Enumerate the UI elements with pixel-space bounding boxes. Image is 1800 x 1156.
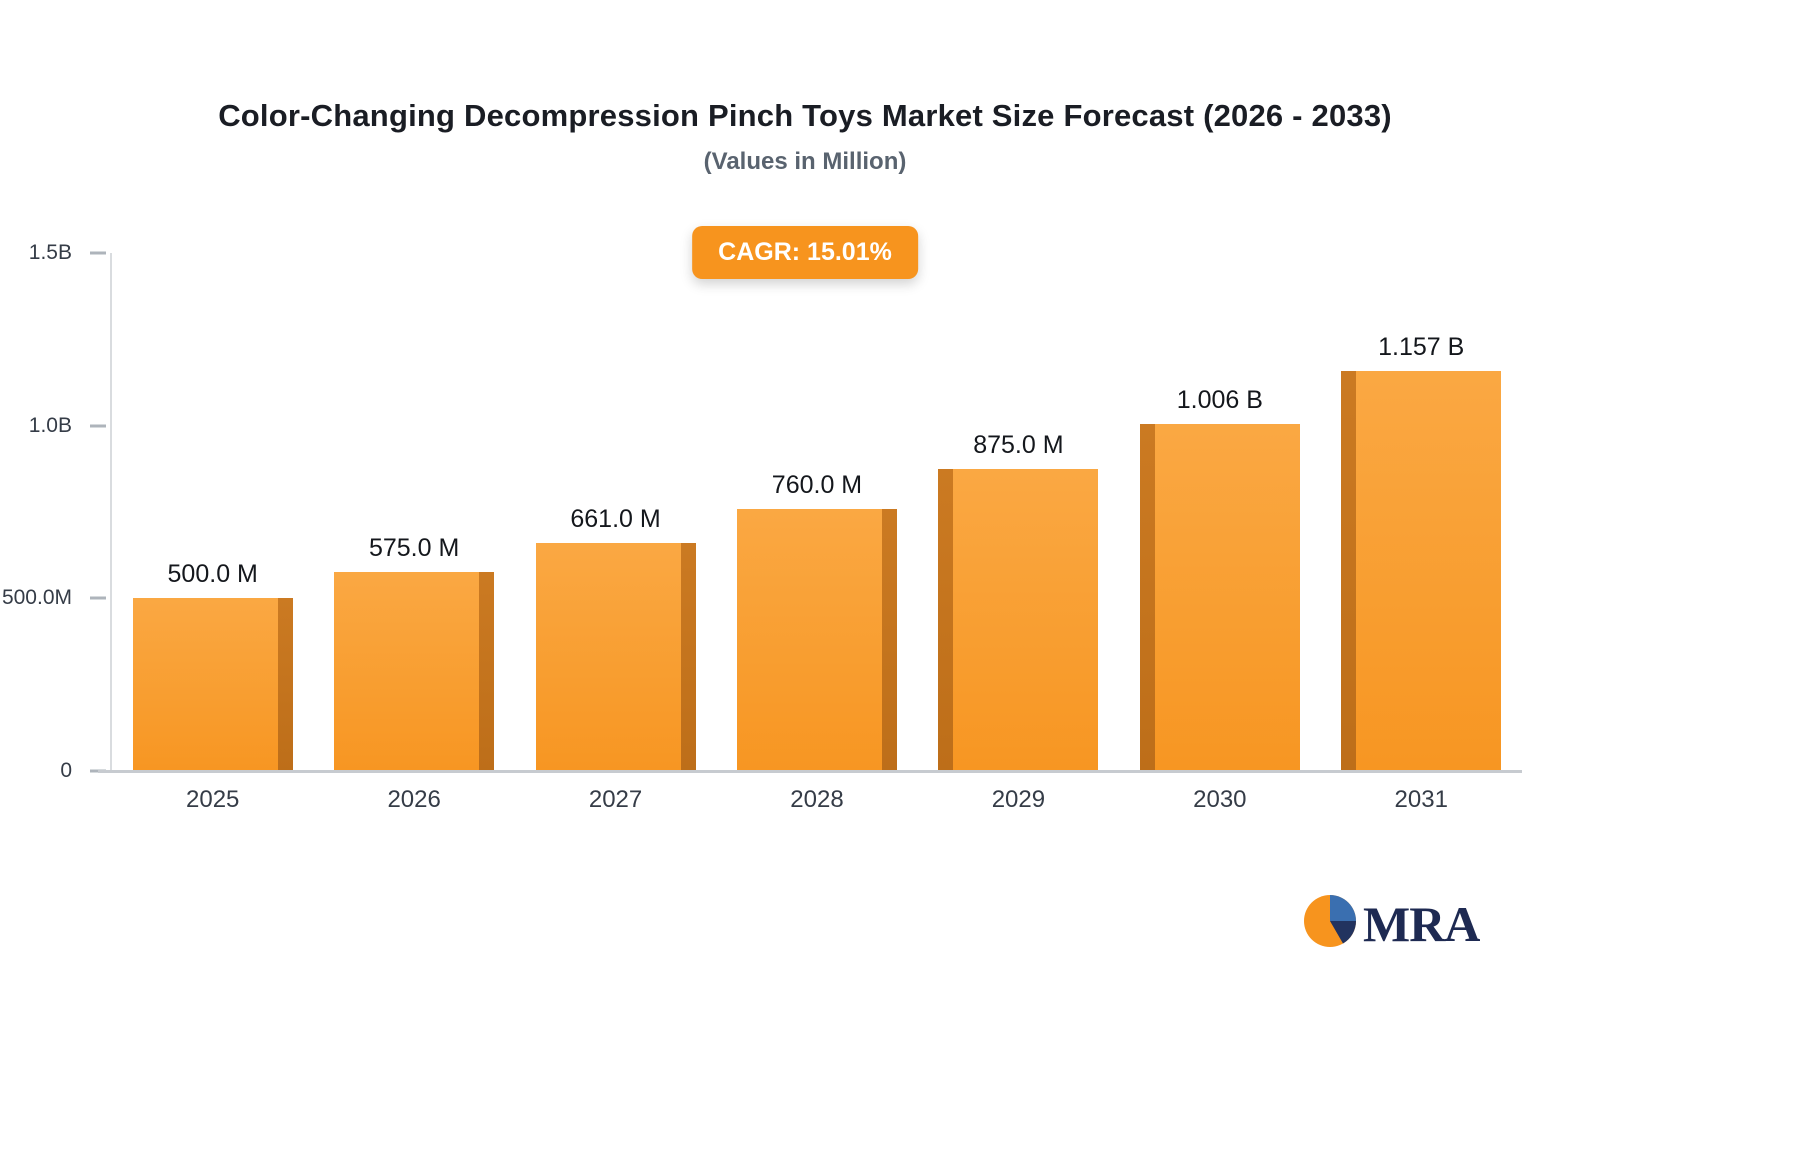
bar-value-label: 661.0 M [570,504,661,533]
bar-3d-side [881,508,897,771]
bar-value-label: 500.0 M [167,560,258,589]
bar-group: 661.0 M [515,253,716,771]
bar-value-label: 1.006 B [1176,385,1263,414]
bar-group: 875.0 M [918,253,1119,771]
bar-3d-side [1139,423,1155,771]
bar [938,468,1099,771]
x-axis-label: 2025 [186,786,240,813]
bar-group: 1.157 B [1321,253,1522,771]
mra-logo-pie-icon [1302,893,1358,954]
bar-3d-side [680,542,696,771]
bar-value-label: 1.157 B [1378,333,1465,362]
bars-row: 500.0 M 575.0 M 661.0 M 760.0 M 875.0 M 1.006… [112,253,1522,771]
x-axis-label: 2031 [1394,786,1448,813]
y-axis-tick [90,596,106,600]
bar [736,508,897,771]
bar [1341,371,1502,771]
x-axis-row: 2025 2026 2027 2028 2029 2030 2031 [112,786,1522,814]
y-axis-label: 1.5B [28,241,72,264]
chart-title: Color-Changing Decompression Pinch Toys … [218,98,1392,133]
mra-logo: MRA [1302,893,1480,954]
bar-group: 760.0 M [716,253,917,771]
bar-value-label: 875.0 M [973,430,1064,459]
y-axis-label: 500.0M [1,586,72,610]
y-axis-tick [90,424,106,428]
cagr-badge: CAGR: 15.01% [692,226,918,279]
bar-group: 500.0 M [112,253,313,771]
bar [334,572,495,771]
x-axis-label: 2029 [991,786,1046,813]
bar-3d-side [1341,371,1357,771]
x-axis-label: 2027 [588,786,643,813]
x-axis-label: 2030 [1193,786,1247,813]
y-axis-line [110,253,112,771]
bar-value-label: 575.0 M [368,534,460,563]
y-axis-label: 0 [60,759,72,782]
x-axis-label: 2026 [387,786,441,813]
x-axis-baseline [98,770,1522,773]
mra-logo-text: MRA [1363,895,1480,952]
x-axis-label: 2028 [790,786,844,813]
bar-3d-side [938,468,954,771]
bar [132,598,293,771]
chart-subtitle: (Values in Million) [703,148,907,175]
y-axis-tick [90,251,106,255]
bar [1139,423,1300,771]
bar [535,542,696,771]
y-axis: 0 500.0M 1.0B 1.5B [0,241,106,782]
bar-value-label: 760.0 M [771,470,863,499]
plot-area: 500.0 M 575.0 M 661.0 M 760.0 M 875.0 M 1.006… [98,253,1522,773]
y-axis-label: 1.0B [28,413,72,437]
bar-3d-side [479,572,495,771]
bar-group: 575.0 M [313,253,514,771]
bar-3d-side [277,598,293,771]
bar-group: 1.006 B [1119,253,1320,771]
